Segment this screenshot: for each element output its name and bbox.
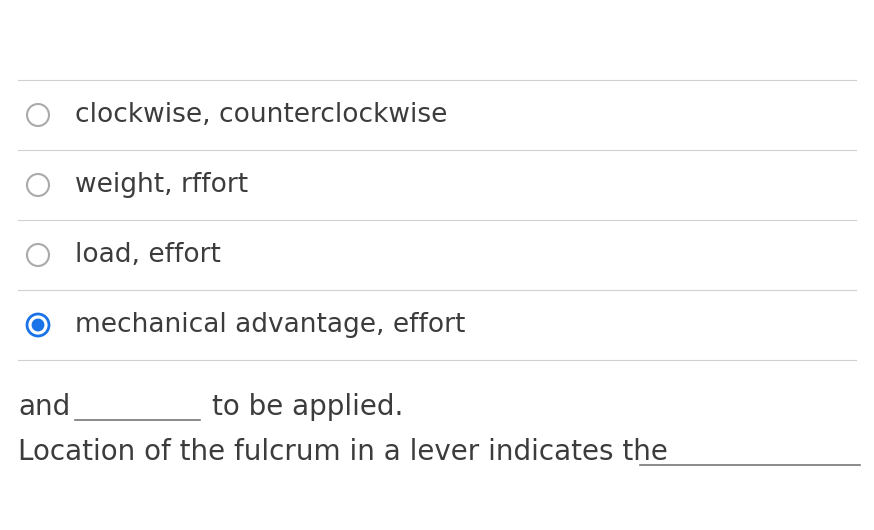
Text: and: and — [18, 393, 70, 421]
Text: weight, rffort: weight, rffort — [75, 172, 248, 198]
Text: mechanical advantage, effort: mechanical advantage, effort — [75, 312, 465, 338]
Text: clockwise, counterclockwise: clockwise, counterclockwise — [75, 102, 447, 128]
Text: to be applied.: to be applied. — [212, 393, 404, 421]
Text: load, effort: load, effort — [75, 242, 221, 268]
Circle shape — [32, 319, 44, 331]
Text: Location of the fulcrum in a lever indicates the: Location of the fulcrum in a lever indic… — [18, 438, 668, 466]
